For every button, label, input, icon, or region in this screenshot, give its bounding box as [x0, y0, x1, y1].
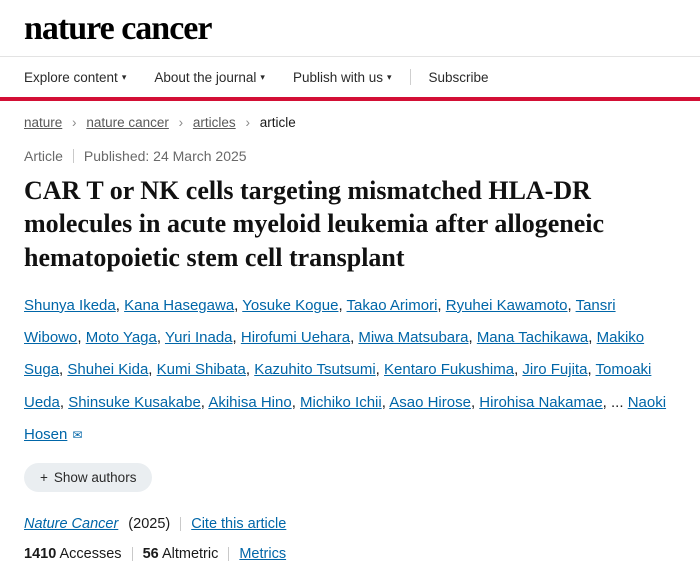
citation-year: (2025) [128, 516, 170, 532]
show-authors-button[interactable]: + Show authors [24, 463, 152, 492]
nav-item-subscribe[interactable]: Subscribe [429, 70, 489, 85]
journal-name-link[interactable]: Nature Cancer [24, 516, 118, 532]
chevron-down-icon: ▾ [387, 72, 392, 83]
author-8[interactable]: Hirofumi Uehara [241, 329, 350, 346]
author-18[interactable]: Shinsuke Kusakabe [68, 394, 201, 411]
author-6[interactable]: Moto Yaga [86, 329, 157, 346]
nav-item-explore-content[interactable]: Explore content ▾ [24, 70, 126, 85]
authors-list: Shunya Ikeda, Kana Hasegawa, Yosuke Kogu… [0, 288, 700, 457]
author-22[interactable]: Hirohisa Nakamae [479, 394, 602, 411]
author-3[interactable]: Takao Arimori [347, 297, 438, 314]
breadcrumb: nature › nature cancer › articles › arti… [0, 101, 700, 138]
main-nav: Explore content ▾ About the journal ▾ Pu… [0, 57, 700, 97]
nav-item-publish-with-us[interactable]: Publish with us ▾ [293, 70, 392, 85]
breadcrumb-nature-cancer[interactable]: nature cancer [86, 115, 169, 130]
author-20[interactable]: Michiko Ichii [300, 394, 382, 411]
altmetric-label: Altmetric [162, 546, 218, 562]
metrics-row: 1410 Accesses 56 Altmetric Metrics [0, 538, 700, 562]
author-2[interactable]: Yosuke Kogue [242, 297, 338, 314]
author-13[interactable]: Kumi Shibata [157, 361, 246, 378]
author-21[interactable]: Asao Hirose [389, 394, 471, 411]
author-10[interactable]: Mana Tachikawa [477, 329, 588, 346]
nav-item-about-journal[interactable]: About the journal ▾ [154, 70, 265, 85]
chevron-down-icon: ▾ [260, 72, 265, 83]
author-16[interactable]: Jiro Fujita [522, 361, 587, 378]
masthead: nature cancer [0, 0, 700, 56]
breadcrumb-articles[interactable]: articles [193, 115, 236, 130]
accesses-count: 1410 [24, 546, 56, 562]
article-type: Article [24, 148, 63, 164]
author-12[interactable]: Shuhei Kida [67, 361, 148, 378]
authors-truncation: ... [611, 394, 624, 411]
article-title: CAR T or NK cells targeting mismatched H… [24, 174, 676, 274]
author-19[interactable]: Akihisa Hino [208, 394, 291, 411]
author-1[interactable]: Kana Hasegawa [124, 297, 234, 314]
author-7[interactable]: Yuri Inada [165, 329, 233, 346]
author-14[interactable]: Kazuhito Tsutsumi [254, 361, 375, 378]
plus-icon: + [40, 470, 48, 485]
breadcrumb-nature[interactable]: nature [24, 115, 62, 130]
envelope-icon[interactable]: ✉ [73, 428, 83, 442]
journal-logo: nature cancer [24, 10, 676, 48]
title-block: CAR T or NK cells targeting mismatched H… [0, 164, 700, 288]
altmetric-count: 56 [143, 546, 159, 562]
author-9[interactable]: Miwa Matsubara [358, 329, 468, 346]
breadcrumb-current: article [260, 115, 296, 130]
show-authors-row: + Show authors [0, 457, 700, 506]
author-0[interactable]: Shunya Ikeda [24, 297, 116, 314]
published-date: Published: 24 March 2025 [84, 148, 247, 164]
author-15[interactable]: Kentaro Fukushima [384, 361, 514, 378]
author-4[interactable]: Ryuhei Kawamoto [446, 297, 568, 314]
cite-this-article-link[interactable]: Cite this article [191, 516, 286, 532]
citation-row: Nature Cancer (2025) Cite this article [0, 506, 700, 538]
accesses-label: Accesses [60, 546, 122, 562]
article-meta: Article Published: 24 March 2025 [0, 138, 700, 164]
metrics-link[interactable]: Metrics [239, 546, 286, 562]
chevron-down-icon: ▾ [122, 72, 127, 83]
